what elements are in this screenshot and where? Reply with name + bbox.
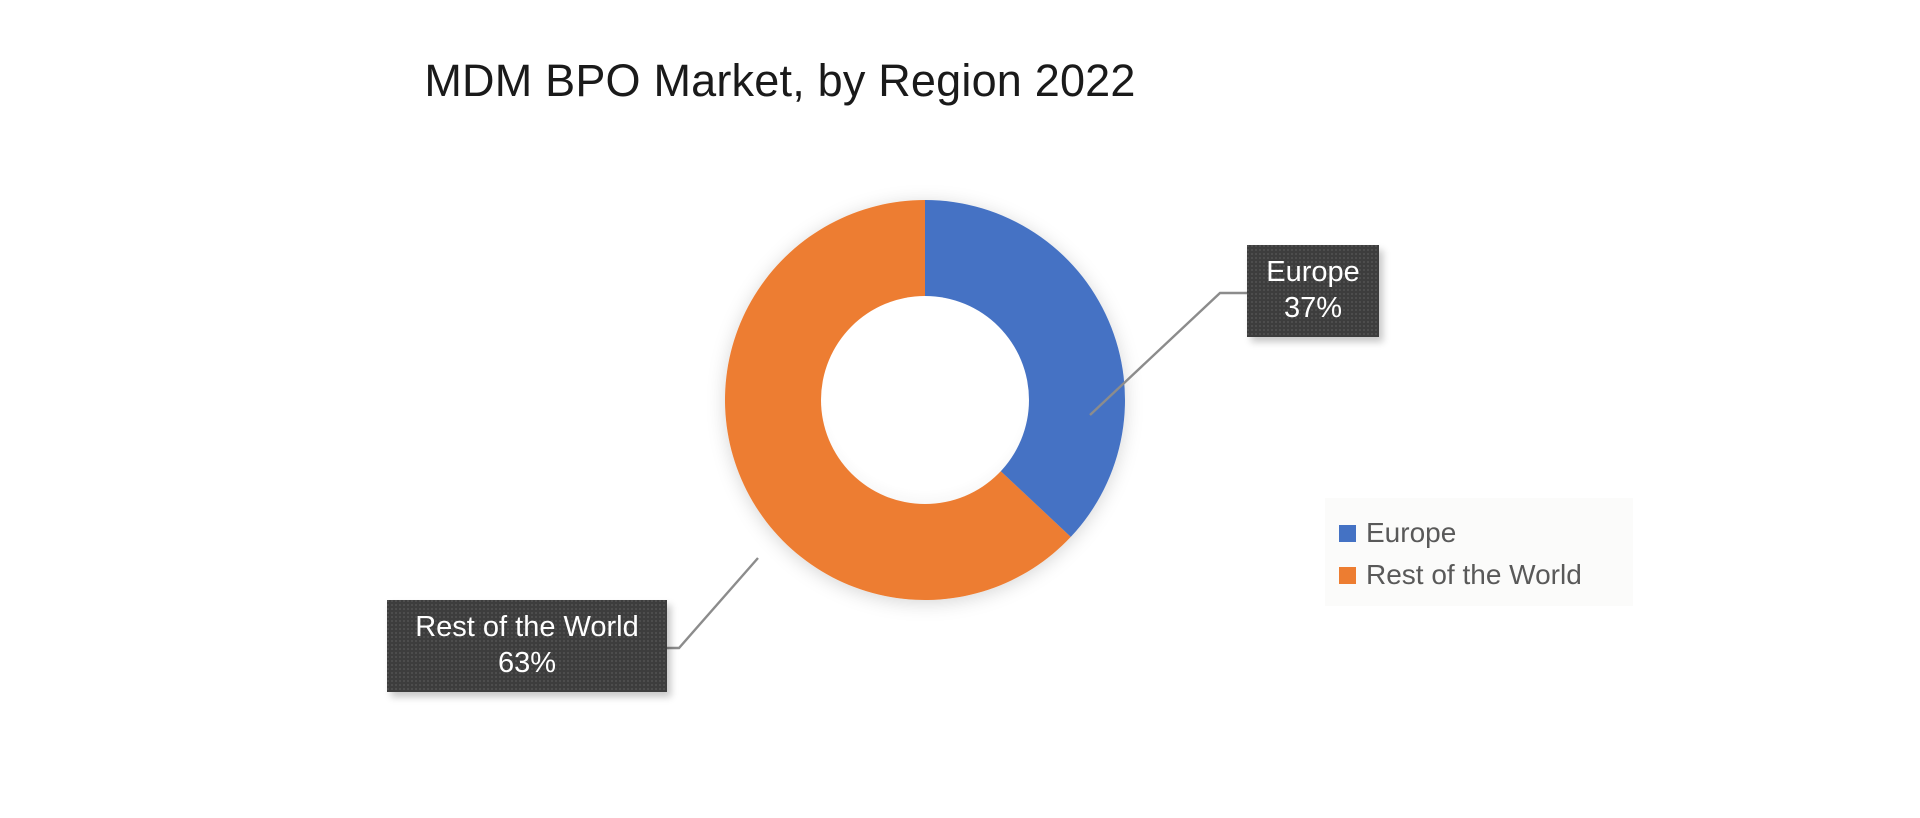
- callout-europe-percent: 37%: [1283, 292, 1343, 324]
- callout-europe[interactable]: Europe 37%: [1247, 245, 1379, 337]
- callout-rest-of-the-world-percent: 63%: [497, 647, 557, 679]
- legend-label-europe: Europe: [1366, 517, 1457, 548]
- callout-rest-of-the-world[interactable]: Rest of the World 63%: [387, 600, 667, 692]
- legend-swatch-rest-of-the-world: [1339, 566, 1356, 584]
- donut-chart: [705, 180, 1145, 620]
- donut-slice-europe[interactable]: [925, 200, 1125, 537]
- callout-europe-name: Europe: [1266, 256, 1360, 288]
- callout-rest-of-the-world-name: Rest of the World: [415, 611, 639, 643]
- legend-label-rest-of-the-world: Rest of the World: [1366, 559, 1582, 590]
- chart-legend: Europe Rest of the World: [1325, 498, 1633, 606]
- legend-item-rest-of-the-world[interactable]: Rest of the World: [1339, 554, 1633, 596]
- legend-swatch-europe: [1339, 524, 1356, 542]
- donut-center-hole: [821, 296, 1029, 504]
- legend-item-europe[interactable]: Europe: [1339, 512, 1633, 554]
- donut-svg: [724, 200, 1125, 600]
- chart-title: MDM BPO Market, by Region 2022: [424, 55, 1136, 106]
